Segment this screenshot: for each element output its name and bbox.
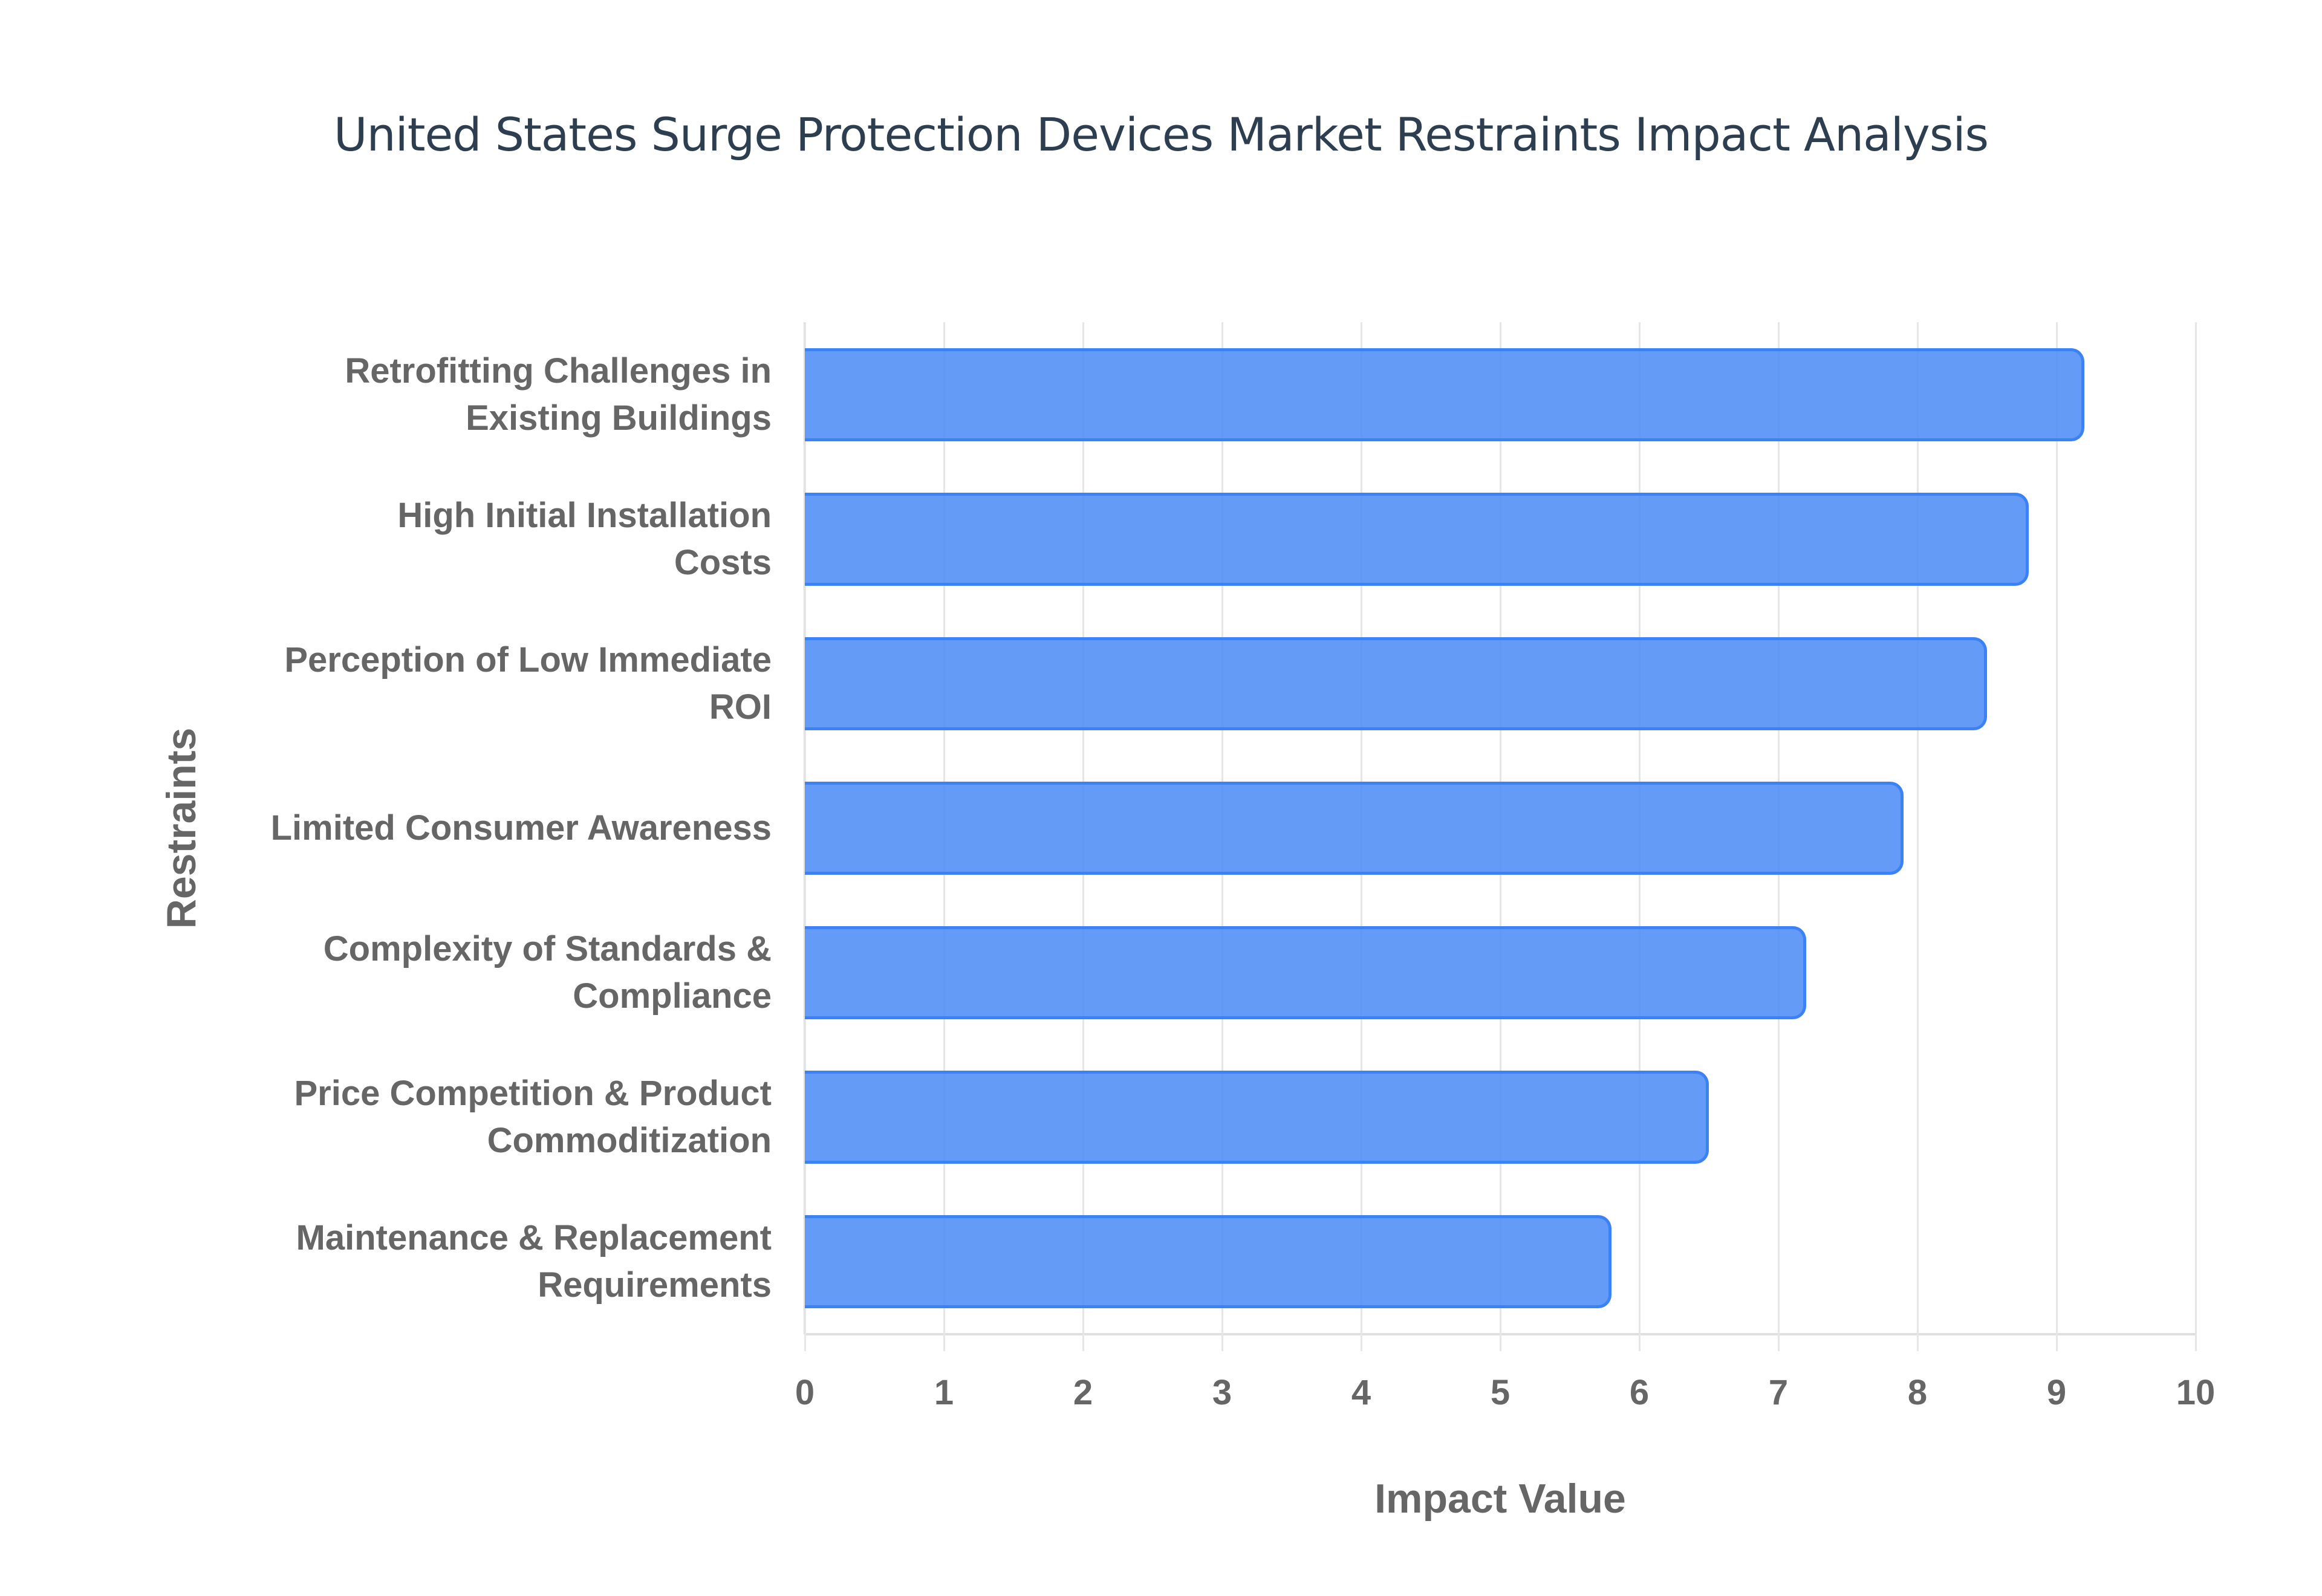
category-label-line: Maintenance & Replacement [296,1218,772,1258]
category-label-line: Limited Consumer Awareness [270,808,772,848]
category-label-line: ROI [709,687,772,727]
x-tick-label: 6 [1629,1373,1650,1412]
x-tick-label: 2 [1073,1373,1093,1412]
category-label: Maintenance & Replacement Requirements [167,1215,772,1309]
plot-area [804,322,2197,1351]
category-label: Perception of Low Immediate ROI [167,637,772,731]
category-label: Complexity of Standards & Compliance [167,926,772,1020]
category-label: Retrofitting Challenges in Existing Build… [167,348,772,442]
category-label-line: Compliance [573,976,772,1016]
category-label-line: Existing Buildings [466,398,772,438]
category-label-line: Perception of Low Immediate [284,640,772,680]
bar[interactable] [805,1071,1709,1164]
bar[interactable] [805,637,1987,730]
bar[interactable] [805,782,1904,875]
category-label-line: Commoditization [487,1121,772,1161]
x-axis-title: Impact Value [1374,1476,1626,1522]
category-label: Price Competition & Product Commoditizati… [167,1070,772,1164]
bar[interactable] [805,1215,1611,1309]
category-label-line: Price Competition & Product [294,1074,772,1114]
x-tick-label: 7 [1768,1373,1789,1412]
x-tick-label: 8 [1907,1373,1928,1412]
x-tick-label: 4 [1351,1373,1371,1412]
x-tick-label: 3 [1212,1373,1232,1412]
bar[interactable] [805,926,1806,1020]
x-tick-label: 1 [934,1373,954,1412]
gridline [2056,322,2058,1351]
bar[interactable] [805,492,2029,586]
category-label-line: Retrofitting Challenges in [345,351,772,391]
category-label-line: High Initial Installation [397,495,772,535]
gridline [2195,322,2197,1351]
category-label-line: Complexity of Standards & [323,929,772,969]
category-label-line: Costs [674,542,772,582]
chart-title: United States Surge Protection Devices M… [333,108,1989,161]
category-label-line: Requirements [538,1265,772,1305]
category-label: High Initial Installation Costs [167,492,772,586]
x-tick-label: 10 [2176,1373,2216,1412]
category-label: Limited Consumer Awareness [167,805,772,852]
bar[interactable] [805,348,2084,441]
gridline [1917,322,1919,1351]
x-tick-label: 9 [2046,1373,2067,1412]
x-tick-label: 5 [1490,1373,1511,1412]
x-tick-label: 0 [795,1373,815,1412]
